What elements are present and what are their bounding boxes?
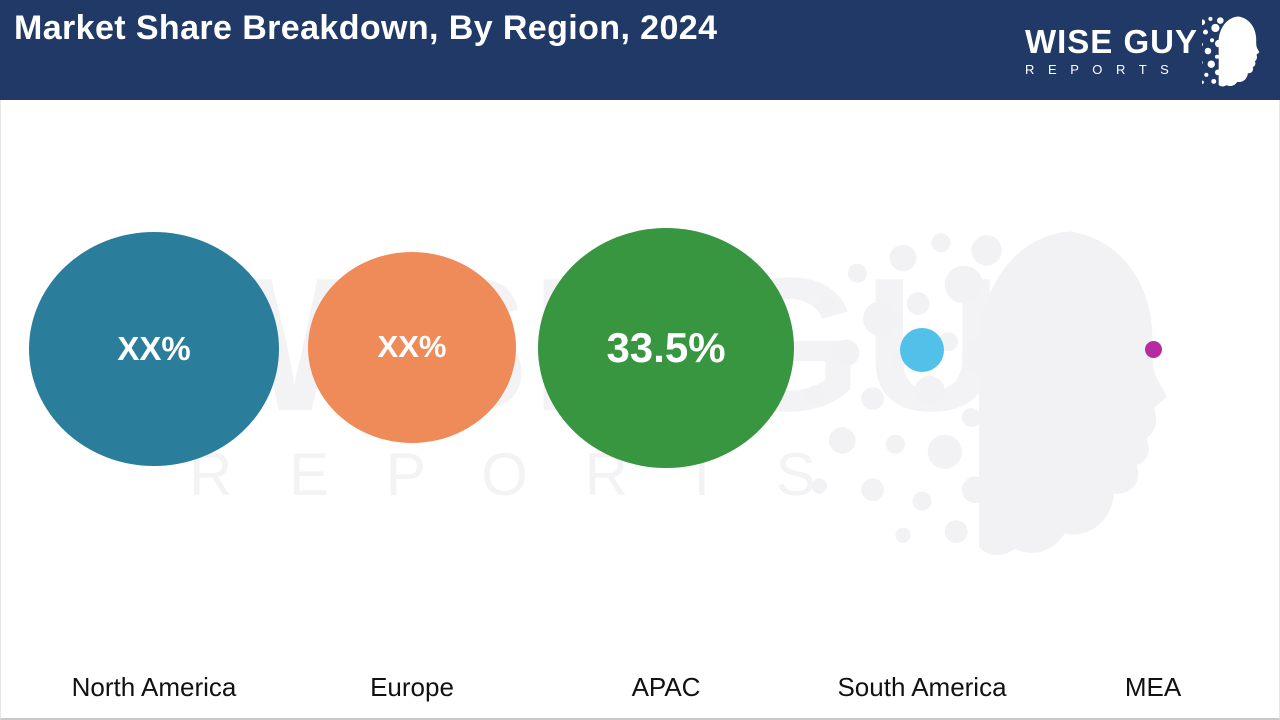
logo-head-icon [1202,16,1260,87]
value-label-north-america: XX% [117,330,191,367]
bubble-apac[interactable]: 33.5% [538,228,794,468]
logo-subtext: R E P O R T S [1024,62,1174,77]
bubble-south-america[interactable] [900,328,944,372]
category-label-north-america: North America [71,672,237,702]
value-label-europe: XX% [377,329,447,364]
value-label-apac: 33.5% [606,324,726,371]
logo-wordmark: WISE GUY [1024,23,1198,60]
bubble-north-america[interactable]: XX% [29,232,279,466]
chart-canvas: WISE GUY R E P O R T S XX% XX% 33.5% Nor… [0,100,1280,720]
watermark-subtext: R E P O R T S [189,441,836,508]
watermark-head-icon [806,231,1168,555]
category-label-mea: MEA [1124,672,1182,702]
bubble-europe[interactable]: XX% [308,251,516,443]
bubble-mea[interactable] [1144,340,1162,358]
brand-logo-text: WISE GUY R E P O R T S [1025,25,1198,77]
page-title: Market Share Breakdown, By Region, 2024 [14,9,718,47]
category-label-south-america: South America [837,672,1007,702]
header-bar: Market Share Breakdown, By Region, 2024 … [0,0,1280,100]
category-label-europe: Europe [370,672,454,702]
category-label-apac: APAC [631,672,701,702]
brand-logo: WISE GUY R E P O R T S [1025,14,1260,88]
